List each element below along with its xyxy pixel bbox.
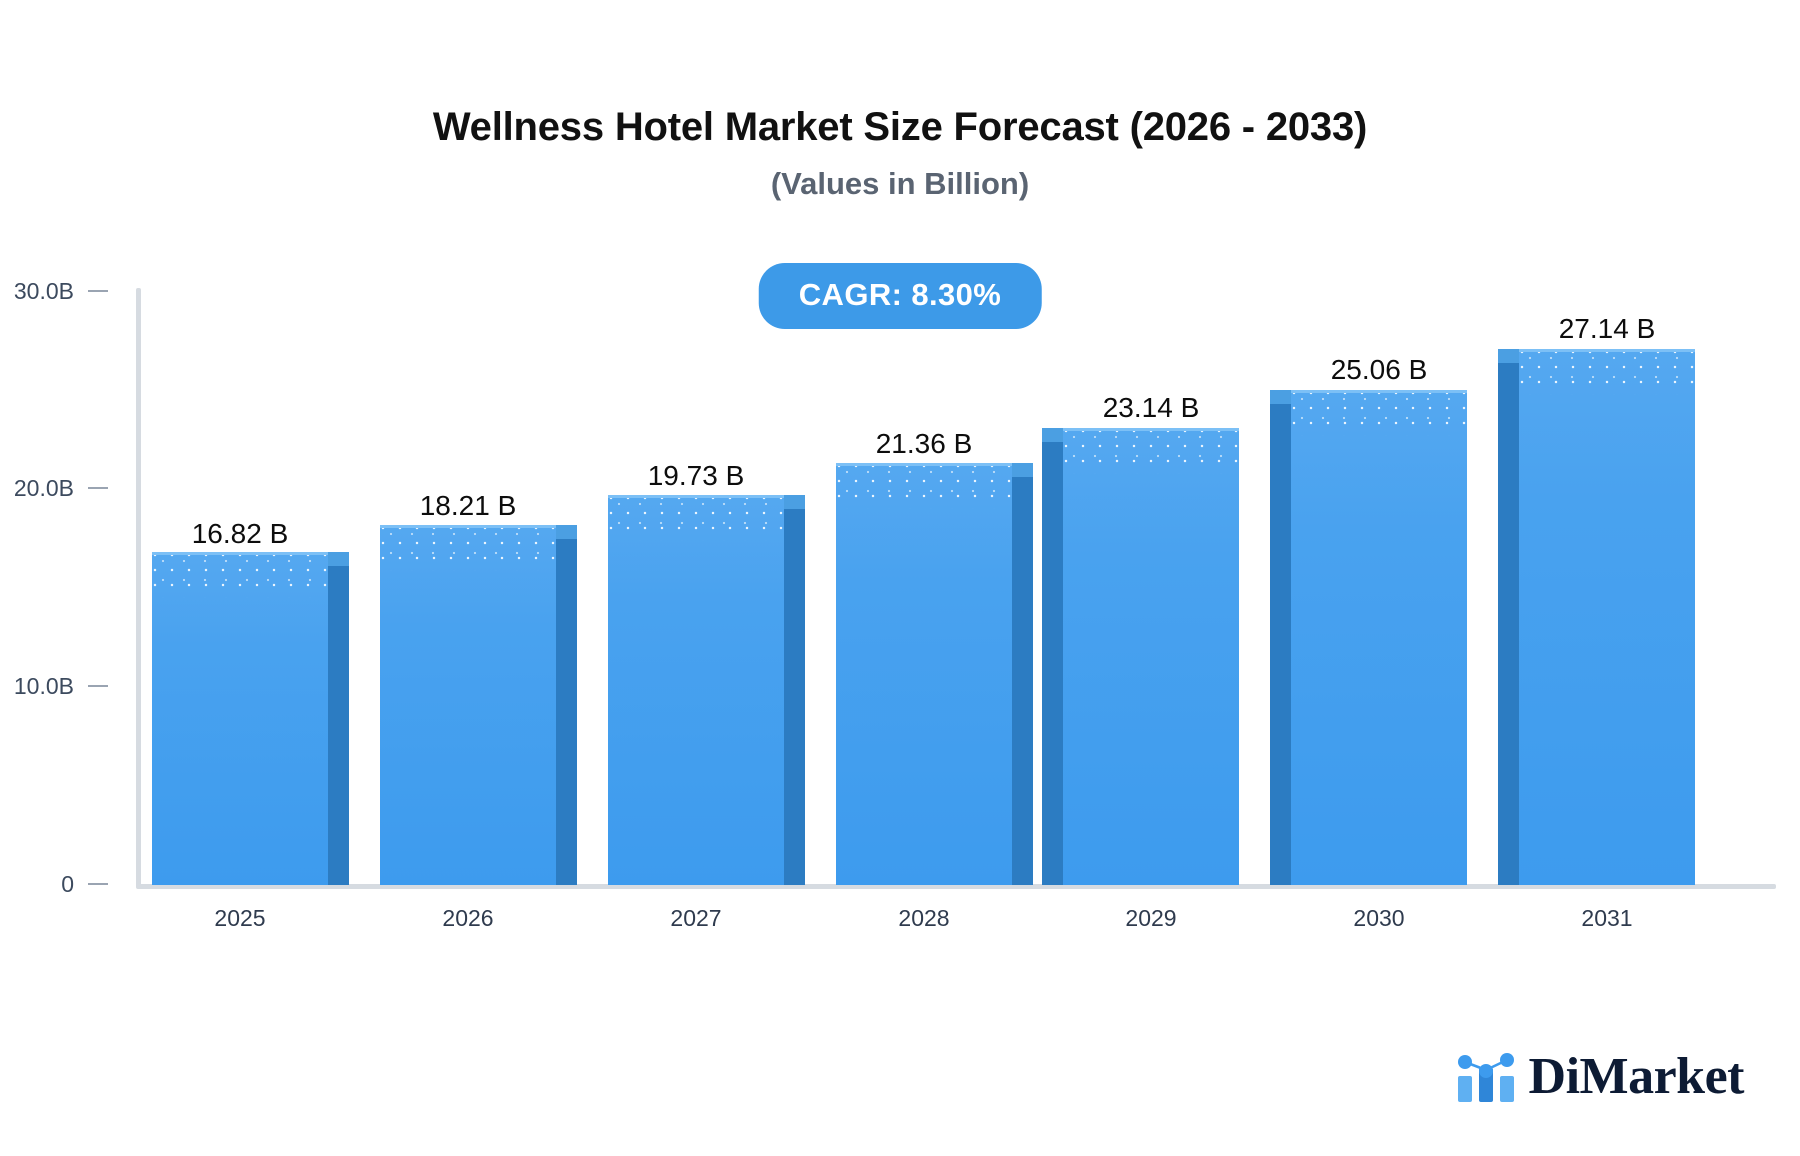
bar-2026[interactable] <box>380 525 577 885</box>
bar-top-cap <box>1042 428 1063 442</box>
logo-text: DiMarket <box>1528 1048 1745 1105</box>
bar-value-label-2030: 25.06 B <box>1330 354 1428 385</box>
x-tick-2029: 2029 <box>1125 905 1177 931</box>
y-tick-0: 0 <box>0 871 108 898</box>
y-tick-dash <box>88 289 108 292</box>
bar-value-label-2025: 16.82 B <box>191 518 289 549</box>
x-axis-line <box>136 884 1776 889</box>
bar-value-label-2026: 18.21 B <box>419 490 517 521</box>
bar-side-face <box>1042 442 1063 885</box>
bar-side-face <box>556 539 577 885</box>
bar-value-label-2028: 21.36 B <box>875 428 973 459</box>
x-tick-2026: 2026 <box>442 905 494 931</box>
y-tick-label: 30.0B <box>13 278 74 304</box>
bar-top-cap <box>1498 349 1519 363</box>
bar-chart-icon <box>1457 1053 1514 1102</box>
chart-subtitle: (Values in Billion) <box>770 166 1030 201</box>
bar-2029[interactable] <box>1042 428 1239 885</box>
x-tick-2030: 2030 <box>1353 905 1405 931</box>
bar-value-label-2029: 23.14 B <box>1102 392 1200 423</box>
bar-front <box>608 495 784 885</box>
y-tick-label: 10.0B <box>13 673 74 699</box>
bar-front <box>380 525 556 885</box>
y-tick-dash <box>88 684 108 687</box>
bar-front <box>1291 390 1467 885</box>
y-tick-10: 10.0B <box>0 673 108 700</box>
title-block: Wellness Hotel Market Size Forecast (202… <box>0 104 1800 202</box>
bar-side-face <box>1498 363 1519 885</box>
bar-top-cap <box>328 552 349 566</box>
bar-value-label-2027: 19.73 B <box>647 460 745 491</box>
bar-2030[interactable] <box>1270 390 1467 885</box>
bar-top-cap <box>1270 390 1291 404</box>
x-tick-2025: 2025 <box>214 905 266 931</box>
bar-front <box>152 552 328 885</box>
brand-logo: DiMarket <box>1455 1048 1745 1105</box>
bar-2031[interactable] <box>1498 349 1695 885</box>
bar-side-face <box>784 509 805 885</box>
bar-front <box>1063 428 1239 885</box>
y-tick-dash <box>88 882 108 885</box>
bar-top-cap <box>556 525 577 539</box>
bar-front <box>836 463 1012 885</box>
y-tick-20: 20.0B <box>0 475 108 502</box>
x-tick-2027: 2027 <box>670 905 722 931</box>
bar-top-cap <box>1012 463 1033 477</box>
bar-2027[interactable] <box>608 495 805 885</box>
bar-2025[interactable] <box>152 552 349 885</box>
bar-top-cap <box>784 495 805 509</box>
chart-title: Wellness Hotel Market Size Forecast (202… <box>432 105 1368 149</box>
bar-value-label-2031: 27.14 B <box>1558 313 1656 344</box>
x-tick-2028: 2028 <box>898 905 950 931</box>
y-tick-30: 30.0B <box>0 278 108 305</box>
bar-side-face <box>1270 404 1291 885</box>
y-tick-label: 20.0B <box>13 475 74 501</box>
y-tick-label: 0 <box>61 871 74 897</box>
y-axis-line <box>136 288 141 888</box>
bar-side-face <box>1012 477 1033 885</box>
x-tick-2031: 2031 <box>1581 905 1633 931</box>
bar-2028[interactable] <box>836 463 1033 885</box>
cagr-badge: CAGR: 8.30% <box>758 263 1042 329</box>
bar-side-face <box>328 566 349 885</box>
y-tick-dash <box>88 486 108 489</box>
bar-front <box>1519 349 1695 885</box>
